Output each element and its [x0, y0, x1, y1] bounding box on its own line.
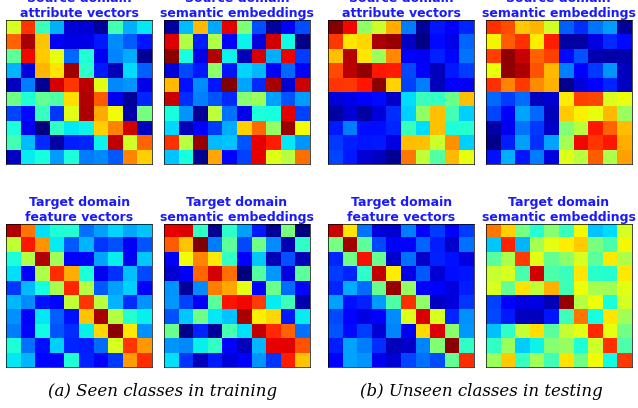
Text: (a) Seen classes in training: (a) Seen classes in training — [48, 383, 278, 400]
Title: Target domain
feature vectors: Target domain feature vectors — [347, 196, 455, 224]
Title: Target domain
semantic embeddings: Target domain semantic embeddings — [160, 196, 314, 224]
Title: Source domain
attribute vectors: Source domain attribute vectors — [341, 0, 461, 20]
Title: Target domain
semantic embeddings: Target domain semantic embeddings — [482, 196, 635, 224]
Title: Source domain
semantic embeddings: Source domain semantic embeddings — [160, 0, 314, 20]
Title: Source domain
attribute vectors: Source domain attribute vectors — [20, 0, 139, 20]
Text: (b) Unseen classes in testing: (b) Unseen classes in testing — [360, 383, 603, 400]
Title: Target domain
feature vectors: Target domain feature vectors — [26, 196, 133, 224]
Title: Source domain
semantic embeddings: Source domain semantic embeddings — [482, 0, 635, 20]
